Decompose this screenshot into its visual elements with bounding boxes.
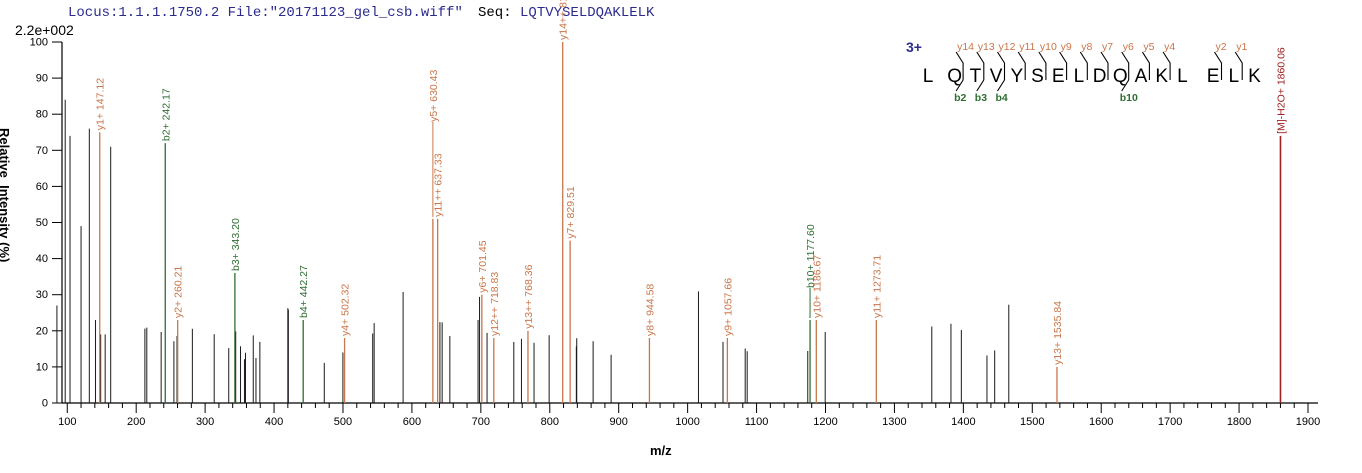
svg-text:1600: 1600 <box>1089 416 1113 428</box>
svg-text:L: L <box>1229 66 1240 87</box>
svg-text:y4: y4 <box>1164 41 1175 53</box>
svg-text:A: A <box>1135 66 1148 87</box>
svg-text:1000: 1000 <box>675 416 699 428</box>
svg-text:y7: y7 <box>1102 41 1113 53</box>
svg-text:K: K <box>1155 66 1168 87</box>
svg-text:D: D <box>1093 66 1107 87</box>
svg-text:b3+ 343.20: b3+ 343.20 <box>230 218 242 271</box>
svg-text:L: L <box>923 66 934 87</box>
svg-text:y8+ 944.58: y8+ 944.58 <box>644 284 656 336</box>
svg-text:V: V <box>990 66 1003 87</box>
svg-text:y12++ 718.83: y12++ 718.83 <box>489 272 501 336</box>
svg-text:[M]-H2O+ 1860.06: [M]-H2O+ 1860.06 <box>1275 47 1287 134</box>
svg-text:0: 0 <box>42 398 48 410</box>
svg-text:b10: b10 <box>1120 92 1138 104</box>
svg-text:50: 50 <box>36 217 48 229</box>
svg-text:70: 70 <box>36 145 48 157</box>
svg-text:y7+ 829.51: y7+ 829.51 <box>565 186 577 238</box>
svg-text:1200: 1200 <box>813 416 837 428</box>
svg-text:1800: 1800 <box>1227 416 1251 428</box>
svg-text:100: 100 <box>30 37 48 49</box>
svg-text:80: 80 <box>36 109 48 121</box>
svg-text:900: 900 <box>610 416 628 428</box>
svg-text:b2: b2 <box>954 92 966 104</box>
svg-text:90: 90 <box>36 73 48 85</box>
svg-text:y4+ 502.32: y4+ 502.32 <box>340 284 352 336</box>
svg-text:y10: y10 <box>1040 41 1057 53</box>
svg-text:1700: 1700 <box>1158 416 1182 428</box>
svg-text:y1: y1 <box>1236 41 1247 53</box>
svg-text:10: 10 <box>36 361 48 373</box>
svg-text:700: 700 <box>472 416 490 428</box>
svg-text:30: 30 <box>36 289 48 301</box>
svg-text:y11++ 637.33: y11++ 637.33 <box>433 153 445 217</box>
svg-text:y12: y12 <box>999 41 1016 53</box>
svg-text:E: E <box>1052 66 1065 87</box>
svg-text:y9+ 1057.66: y9+ 1057.66 <box>722 278 734 336</box>
svg-text:y6+ 701.45: y6+ 701.45 <box>477 240 489 292</box>
svg-text:3+: 3+ <box>906 39 922 55</box>
svg-text:y14++ 818.79: y14++ 818.79 <box>558 0 570 40</box>
svg-text:20: 20 <box>36 325 48 337</box>
svg-text:T: T <box>970 66 982 87</box>
svg-text:Q: Q <box>1113 66 1128 87</box>
svg-text:y13++ 768.36: y13++ 768.36 <box>523 264 535 328</box>
svg-text:60: 60 <box>36 181 48 193</box>
svg-text:400: 400 <box>265 416 283 428</box>
svg-text:b2+ 242.17: b2+ 242.17 <box>160 88 172 141</box>
svg-text:y8: y8 <box>1081 41 1092 53</box>
svg-text:y11: y11 <box>1019 41 1035 53</box>
svg-text:y11+ 1273.71: y11+ 1273.71 <box>871 255 883 318</box>
svg-text:y9: y9 <box>1061 41 1072 53</box>
svg-text:40: 40 <box>36 253 48 265</box>
svg-text:L: L <box>1074 66 1085 87</box>
svg-text:1400: 1400 <box>951 416 975 428</box>
svg-text:y1+ 147.12: y1+ 147.12 <box>95 78 107 130</box>
svg-text:1300: 1300 <box>882 416 906 428</box>
svg-text:y2: y2 <box>1216 41 1227 53</box>
svg-text:1500: 1500 <box>1020 416 1044 428</box>
svg-text:y14: y14 <box>957 41 974 53</box>
svg-text:L: L <box>1177 66 1188 87</box>
svg-text:Y: Y <box>1010 66 1023 87</box>
svg-text:300: 300 <box>196 416 214 428</box>
svg-text:S: S <box>1031 66 1044 87</box>
svg-text:Q: Q <box>947 66 962 87</box>
svg-text:800: 800 <box>541 416 559 428</box>
svg-text:E: E <box>1207 66 1220 87</box>
svg-text:100: 100 <box>58 416 76 428</box>
svg-text:1900: 1900 <box>1296 416 1320 428</box>
svg-text:b3: b3 <box>975 92 987 104</box>
svg-text:y2+ 260.21: y2+ 260.21 <box>173 266 185 318</box>
svg-text:b4+ 442.27: b4+ 442.27 <box>298 265 310 318</box>
svg-text:500: 500 <box>334 416 352 428</box>
svg-text:y13+ 1535.84: y13+ 1535.84 <box>1052 301 1064 365</box>
svg-text:200: 200 <box>127 416 145 428</box>
svg-text:y5+ 630.43: y5+ 630.43 <box>428 69 440 121</box>
svg-text:600: 600 <box>403 416 421 428</box>
svg-text:y10+ 1186.67: y10+ 1186.67 <box>811 255 823 318</box>
svg-text:1100: 1100 <box>745 416 769 428</box>
svg-text:y13: y13 <box>978 41 995 53</box>
svg-text:y5: y5 <box>1143 41 1154 53</box>
svg-text:K: K <box>1248 66 1261 87</box>
svg-text:b4: b4 <box>996 92 1008 104</box>
svg-text:y6: y6 <box>1123 41 1134 53</box>
